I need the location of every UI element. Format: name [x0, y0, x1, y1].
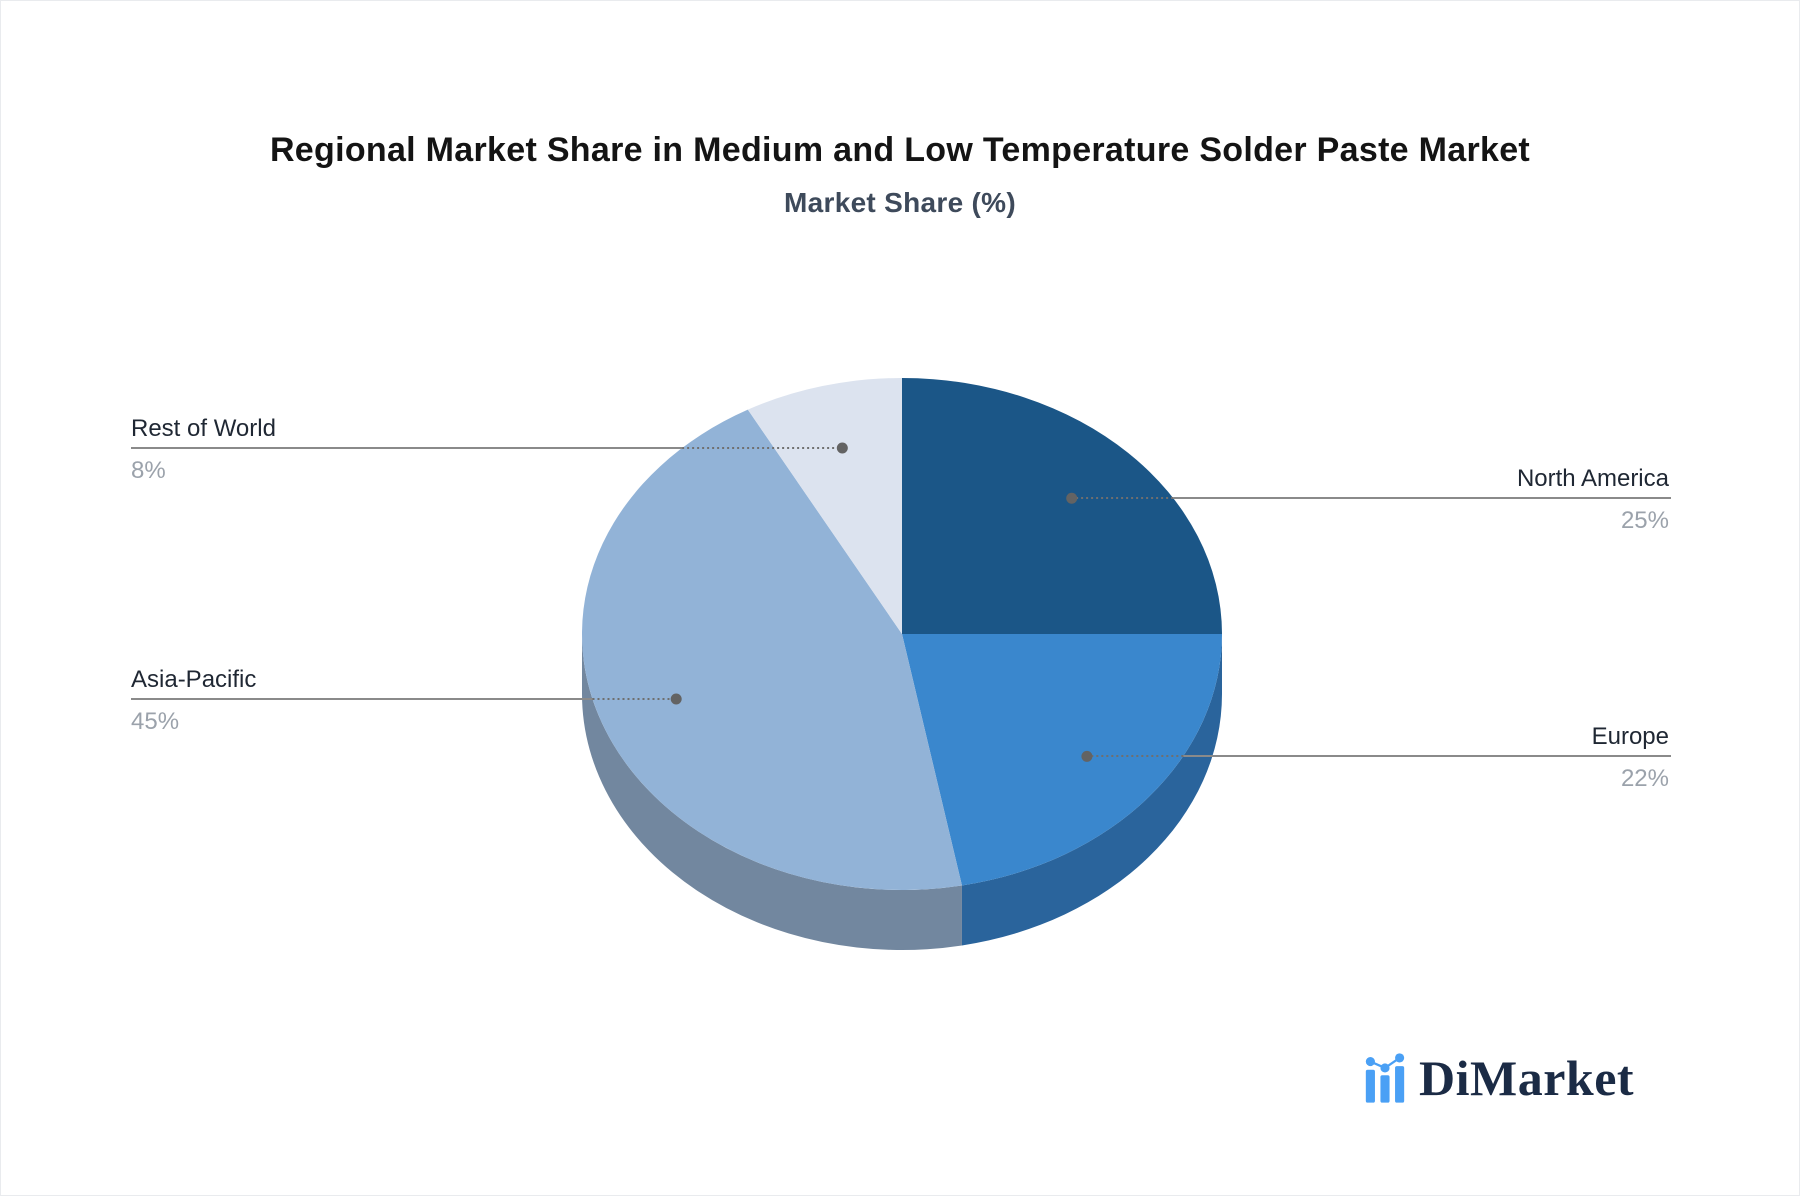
slice-label: Europe	[1591, 723, 1669, 750]
pie-slice-europe[interactable]	[902, 634, 1222, 886]
slice-label: Rest of World	[131, 415, 276, 442]
dimarket-logo: DiMarket	[1364, 1041, 1634, 1103]
pie-slice-rest-of-world[interactable]	[747, 378, 902, 634]
pie-slice-north-america[interactable]	[902, 378, 1222, 634]
logo-text: DiMarket	[1419, 1050, 1635, 1106]
slice-percent: 45%	[131, 708, 180, 735]
pie-slice-asia-pacific[interactable]	[582, 409, 962, 890]
leader-dot	[1066, 492, 1078, 504]
chart-title: Regional Market Share in Medium and Low …	[269, 131, 1531, 169]
slice-percent: 8%	[131, 457, 166, 484]
leader-dot	[836, 442, 848, 454]
slice-percent: 22%	[1620, 765, 1669, 792]
leader-dot	[670, 693, 682, 705]
chart-subtitle: Market Share (%)	[784, 187, 1016, 218]
slice-percent: 25%	[1620, 507, 1669, 534]
slice-label: Asia-Pacific	[131, 666, 257, 693]
pie-slice-rim-europe	[961, 634, 1222, 946]
slice-label: North America	[1516, 465, 1669, 492]
pie-slice-rim-asia-pacific	[582, 634, 962, 950]
bar-chart-icon	[1365, 1053, 1405, 1103]
leader-dot	[1081, 750, 1093, 762]
